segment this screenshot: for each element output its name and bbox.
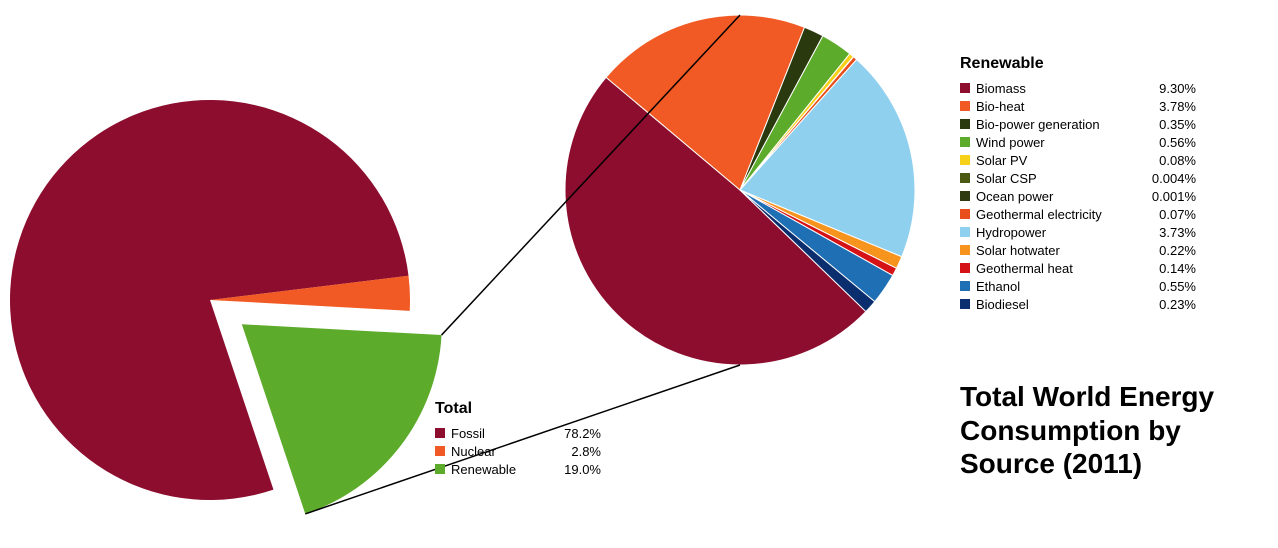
- legend-label: Renewable: [451, 462, 541, 477]
- legend-row: Ethanol0.55%: [960, 277, 1196, 295]
- legend-row: Ocean power0.001%: [960, 187, 1196, 205]
- legend-swatch: [960, 119, 970, 129]
- legend-value: 0.35%: [1136, 117, 1196, 132]
- legend-label: Ocean power: [976, 189, 1136, 204]
- legend-row: Solar PV0.08%: [960, 151, 1196, 169]
- legend-swatch: [960, 155, 970, 165]
- legend-swatch: [960, 263, 970, 273]
- legend-value: 3.73%: [1136, 225, 1196, 240]
- legend-row: Solar hotwater0.22%: [960, 241, 1196, 259]
- legend-swatch: [960, 281, 970, 291]
- chart-title: Total World Energy Consumption by Source…: [960, 380, 1260, 481]
- legend-value: 0.55%: [1136, 279, 1196, 294]
- legend-value: 0.23%: [1136, 297, 1196, 312]
- legend-label: Ethanol: [976, 279, 1136, 294]
- legend-value: 78.2%: [541, 426, 601, 441]
- legend-row: Renewable19.0%: [435, 460, 601, 478]
- legend-label: Biodiesel: [976, 297, 1136, 312]
- legend-label: Bio-power generation: [976, 117, 1136, 132]
- legend-label: Biomass: [976, 81, 1136, 96]
- legend-swatch: [435, 464, 445, 474]
- legend-swatch: [960, 245, 970, 255]
- legend-value: 9.30%: [1136, 81, 1196, 96]
- legend-total: Total Fossil78.2%Nuclear2.8%Renewable19.…: [435, 400, 601, 478]
- legend-value: 0.001%: [1136, 189, 1196, 204]
- legend-swatch: [960, 173, 970, 183]
- legend-swatch: [435, 428, 445, 438]
- legend-value: 19.0%: [541, 462, 601, 477]
- legend-value: 0.14%: [1136, 261, 1196, 276]
- legend-value: 3.78%: [1136, 99, 1196, 114]
- legend-row: Nuclear2.8%: [435, 442, 601, 460]
- legend-value: 0.08%: [1136, 153, 1196, 168]
- legend-label: Wind power: [976, 135, 1136, 150]
- legend-row: Fossil78.2%: [435, 424, 601, 442]
- legend-value: 0.004%: [1136, 171, 1196, 186]
- legend-swatch: [960, 299, 970, 309]
- legend-value: 0.07%: [1136, 207, 1196, 222]
- legend-row: Hydropower3.73%: [960, 223, 1196, 241]
- legend-label: Solar hotwater: [976, 243, 1136, 258]
- legend-row: Biomass9.30%: [960, 79, 1196, 97]
- legend-renewable: Renewable Biomass9.30%Bio-heat3.78%Bio-p…: [960, 55, 1196, 313]
- legend-label: Geothermal heat: [976, 261, 1136, 276]
- legend-swatch: [960, 137, 970, 147]
- legend-value: 2.8%: [541, 444, 601, 459]
- legend-total-title: Total: [435, 400, 601, 418]
- legend-value: 0.56%: [1136, 135, 1196, 150]
- legend-swatch: [960, 101, 970, 111]
- legend-row: Solar CSP0.004%: [960, 169, 1196, 187]
- legend-swatch: [960, 191, 970, 201]
- legend-row: Biodiesel0.23%: [960, 295, 1196, 313]
- legend-renewable-title: Renewable: [960, 55, 1196, 73]
- legend-label: Solar PV: [976, 153, 1136, 168]
- legend-row: Wind power0.56%: [960, 133, 1196, 151]
- legend-row: Geothermal electricity0.07%: [960, 205, 1196, 223]
- legend-row: Geothermal heat0.14%: [960, 259, 1196, 277]
- legend-label: Fossil: [451, 426, 541, 441]
- legend-swatch: [960, 227, 970, 237]
- legend-swatch: [435, 446, 445, 456]
- legend-row: Bio-heat3.78%: [960, 97, 1196, 115]
- legend-swatch: [960, 83, 970, 93]
- legend-label: Nuclear: [451, 444, 541, 459]
- legend-row: Bio-power generation0.35%: [960, 115, 1196, 133]
- legend-value: 0.22%: [1136, 243, 1196, 258]
- legend-swatch: [960, 209, 970, 219]
- legend-label: Hydropower: [976, 225, 1136, 240]
- legend-label: Solar CSP: [976, 171, 1136, 186]
- legend-label: Geothermal electricity: [976, 207, 1136, 222]
- legend-label: Bio-heat: [976, 99, 1136, 114]
